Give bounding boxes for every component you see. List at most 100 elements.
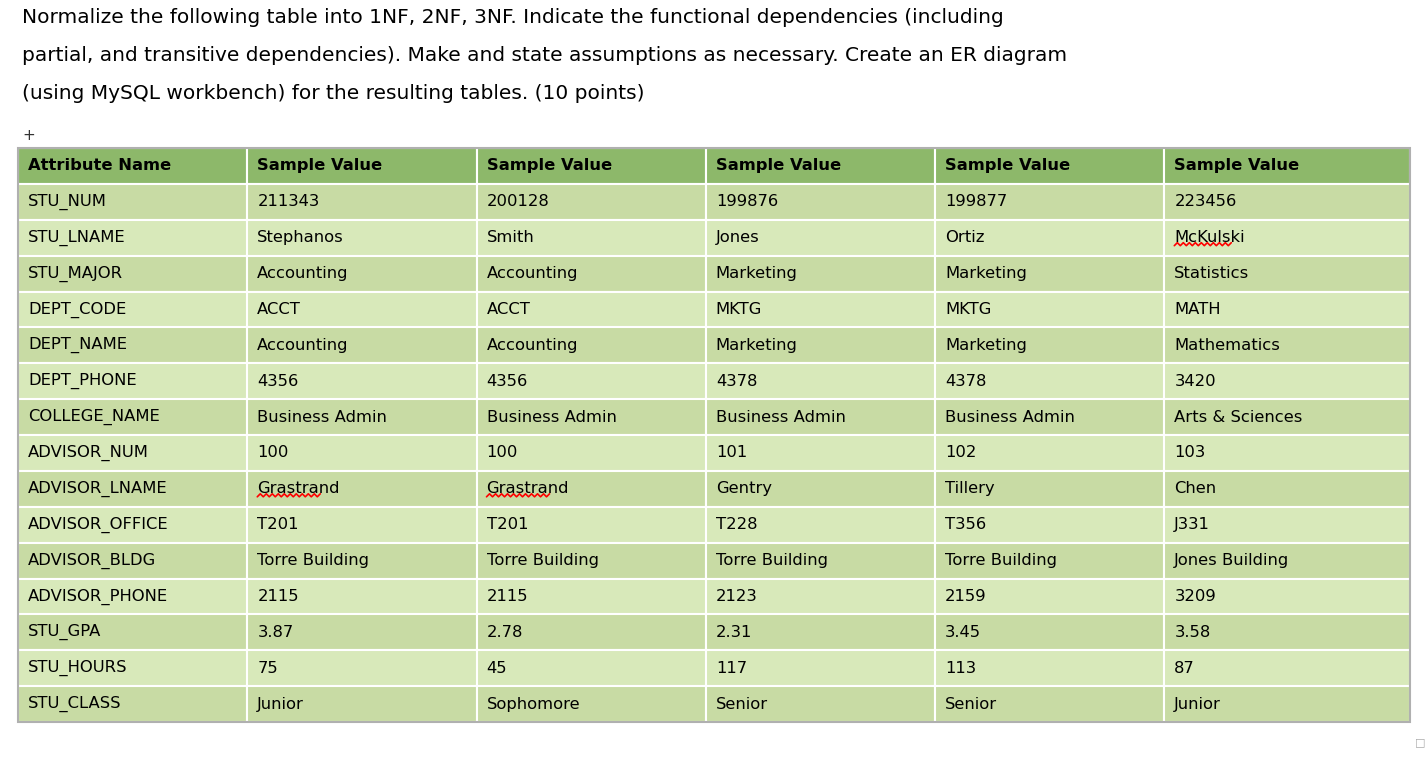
- Text: DEPT_PHONE: DEPT_PHONE: [29, 373, 137, 390]
- Text: ADVISOR_LNAME: ADVISOR_LNAME: [29, 481, 167, 497]
- Text: 2115: 2115: [257, 589, 298, 604]
- Text: 199876: 199876: [716, 194, 778, 209]
- Text: STU_NUM: STU_NUM: [29, 194, 107, 210]
- Bar: [247, 578, 477, 614]
- Text: Torre Building: Torre Building: [716, 553, 828, 568]
- Bar: [477, 327, 706, 363]
- Text: 75: 75: [257, 661, 278, 676]
- Text: STU_MAJOR: STU_MAJOR: [29, 266, 123, 282]
- Bar: [935, 399, 1164, 435]
- Text: 223456: 223456: [1174, 194, 1237, 209]
- Bar: [477, 650, 706, 686]
- Text: T356: T356: [945, 517, 986, 532]
- Bar: [935, 614, 1164, 650]
- Bar: [477, 399, 706, 435]
- Text: Torre Building: Torre Building: [257, 553, 370, 568]
- Bar: [19, 184, 247, 220]
- Bar: [477, 507, 706, 543]
- Text: STU_HOURS: STU_HOURS: [29, 660, 127, 677]
- Bar: [1164, 543, 1410, 578]
- Bar: [935, 435, 1164, 471]
- Text: Marketing: Marketing: [716, 266, 798, 281]
- Bar: [1164, 399, 1410, 435]
- Bar: [706, 220, 935, 256]
- Bar: [1164, 686, 1410, 722]
- Bar: [706, 256, 935, 291]
- Bar: [247, 614, 477, 650]
- Bar: [935, 543, 1164, 578]
- Text: 4356: 4356: [487, 374, 528, 389]
- Bar: [247, 256, 477, 291]
- Bar: [706, 650, 935, 686]
- Bar: [935, 471, 1164, 507]
- Text: Stephanos: Stephanos: [257, 230, 344, 245]
- Text: Ortiz: Ortiz: [945, 230, 985, 245]
- Bar: [19, 363, 247, 399]
- Text: 2159: 2159: [945, 589, 986, 604]
- Bar: [706, 184, 935, 220]
- Text: 199877: 199877: [945, 194, 1007, 209]
- Bar: [1164, 363, 1410, 399]
- Bar: [19, 399, 247, 435]
- Text: Mathematics: Mathematics: [1174, 338, 1280, 353]
- Bar: [935, 578, 1164, 614]
- Text: Sophomore: Sophomore: [487, 696, 581, 712]
- Bar: [247, 435, 477, 471]
- Text: T201: T201: [487, 517, 528, 532]
- Bar: [1164, 256, 1410, 291]
- Bar: [247, 471, 477, 507]
- Text: Marketing: Marketing: [945, 266, 1027, 281]
- Bar: [19, 507, 247, 543]
- Text: Accounting: Accounting: [487, 266, 578, 281]
- Text: 100: 100: [257, 445, 288, 460]
- Bar: [477, 543, 706, 578]
- Bar: [19, 148, 247, 184]
- Bar: [935, 291, 1164, 327]
- Bar: [247, 291, 477, 327]
- Bar: [935, 650, 1164, 686]
- Text: Attribute Name: Attribute Name: [29, 158, 171, 174]
- Text: Junior: Junior: [1174, 696, 1222, 712]
- Bar: [247, 148, 477, 184]
- Bar: [706, 291, 935, 327]
- Text: 3.58: 3.58: [1174, 625, 1210, 640]
- Bar: [247, 399, 477, 435]
- Bar: [706, 686, 935, 722]
- Text: 4378: 4378: [716, 374, 758, 389]
- Text: 2115: 2115: [487, 589, 528, 604]
- Text: Statistics: Statistics: [1174, 266, 1250, 281]
- Text: Senior: Senior: [716, 696, 768, 712]
- Text: ACCT: ACCT: [487, 302, 531, 317]
- Bar: [477, 686, 706, 722]
- Text: Marketing: Marketing: [945, 338, 1027, 353]
- Text: 117: 117: [716, 661, 746, 676]
- Bar: [1164, 220, 1410, 256]
- Text: Chen: Chen: [1174, 481, 1216, 496]
- Bar: [706, 148, 935, 184]
- Text: Sample Value: Sample Value: [1174, 158, 1300, 174]
- Bar: [19, 435, 247, 471]
- Bar: [935, 507, 1164, 543]
- Text: Marketing: Marketing: [716, 338, 798, 353]
- Text: Sample Value: Sample Value: [945, 158, 1070, 174]
- Text: (using MySQL workbench) for the resulting tables. (10 points): (using MySQL workbench) for the resultin…: [21, 84, 645, 103]
- Text: Torre Building: Torre Building: [945, 553, 1057, 568]
- Text: 200128: 200128: [487, 194, 549, 209]
- Text: STU_LNAME: STU_LNAME: [29, 230, 126, 246]
- Text: ACCT: ACCT: [257, 302, 301, 317]
- Text: Arts & Sciences: Arts & Sciences: [1174, 409, 1303, 425]
- Bar: [1164, 184, 1410, 220]
- Bar: [477, 148, 706, 184]
- Bar: [477, 256, 706, 291]
- Bar: [935, 363, 1164, 399]
- Bar: [706, 399, 935, 435]
- Text: Accounting: Accounting: [257, 266, 348, 281]
- Bar: [1164, 327, 1410, 363]
- Bar: [477, 471, 706, 507]
- Text: MATH: MATH: [1174, 302, 1222, 317]
- Bar: [19, 471, 247, 507]
- Text: ADVISOR_OFFICE: ADVISOR_OFFICE: [29, 517, 168, 533]
- Bar: [477, 291, 706, 327]
- Text: Business Admin: Business Admin: [716, 409, 846, 425]
- Text: 211343: 211343: [257, 194, 320, 209]
